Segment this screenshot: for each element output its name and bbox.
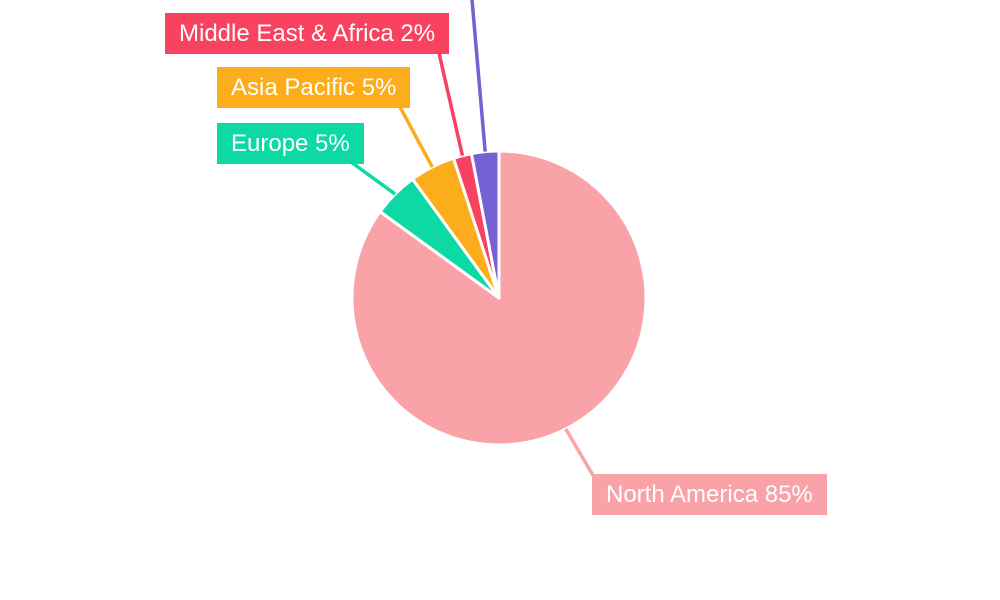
- leader-line-north-america: [564, 428, 596, 478]
- slice-label-europe[interactable]: Europe 5%: [217, 123, 364, 164]
- leader-line-middle-east-africa: [437, 52, 465, 157]
- leader-line-asia-pacific: [398, 106, 434, 168]
- slice-label-north-america[interactable]: North America 85%: [592, 474, 827, 515]
- leader-line-unlabeled: [470, 0, 487, 152]
- slice-label-asia-pacific[interactable]: Asia Pacific 5%: [217, 67, 411, 108]
- leader-line-europe: [349, 160, 397, 196]
- slice-label-middle-east-africa[interactable]: Middle East & Africa 2%: [165, 13, 450, 54]
